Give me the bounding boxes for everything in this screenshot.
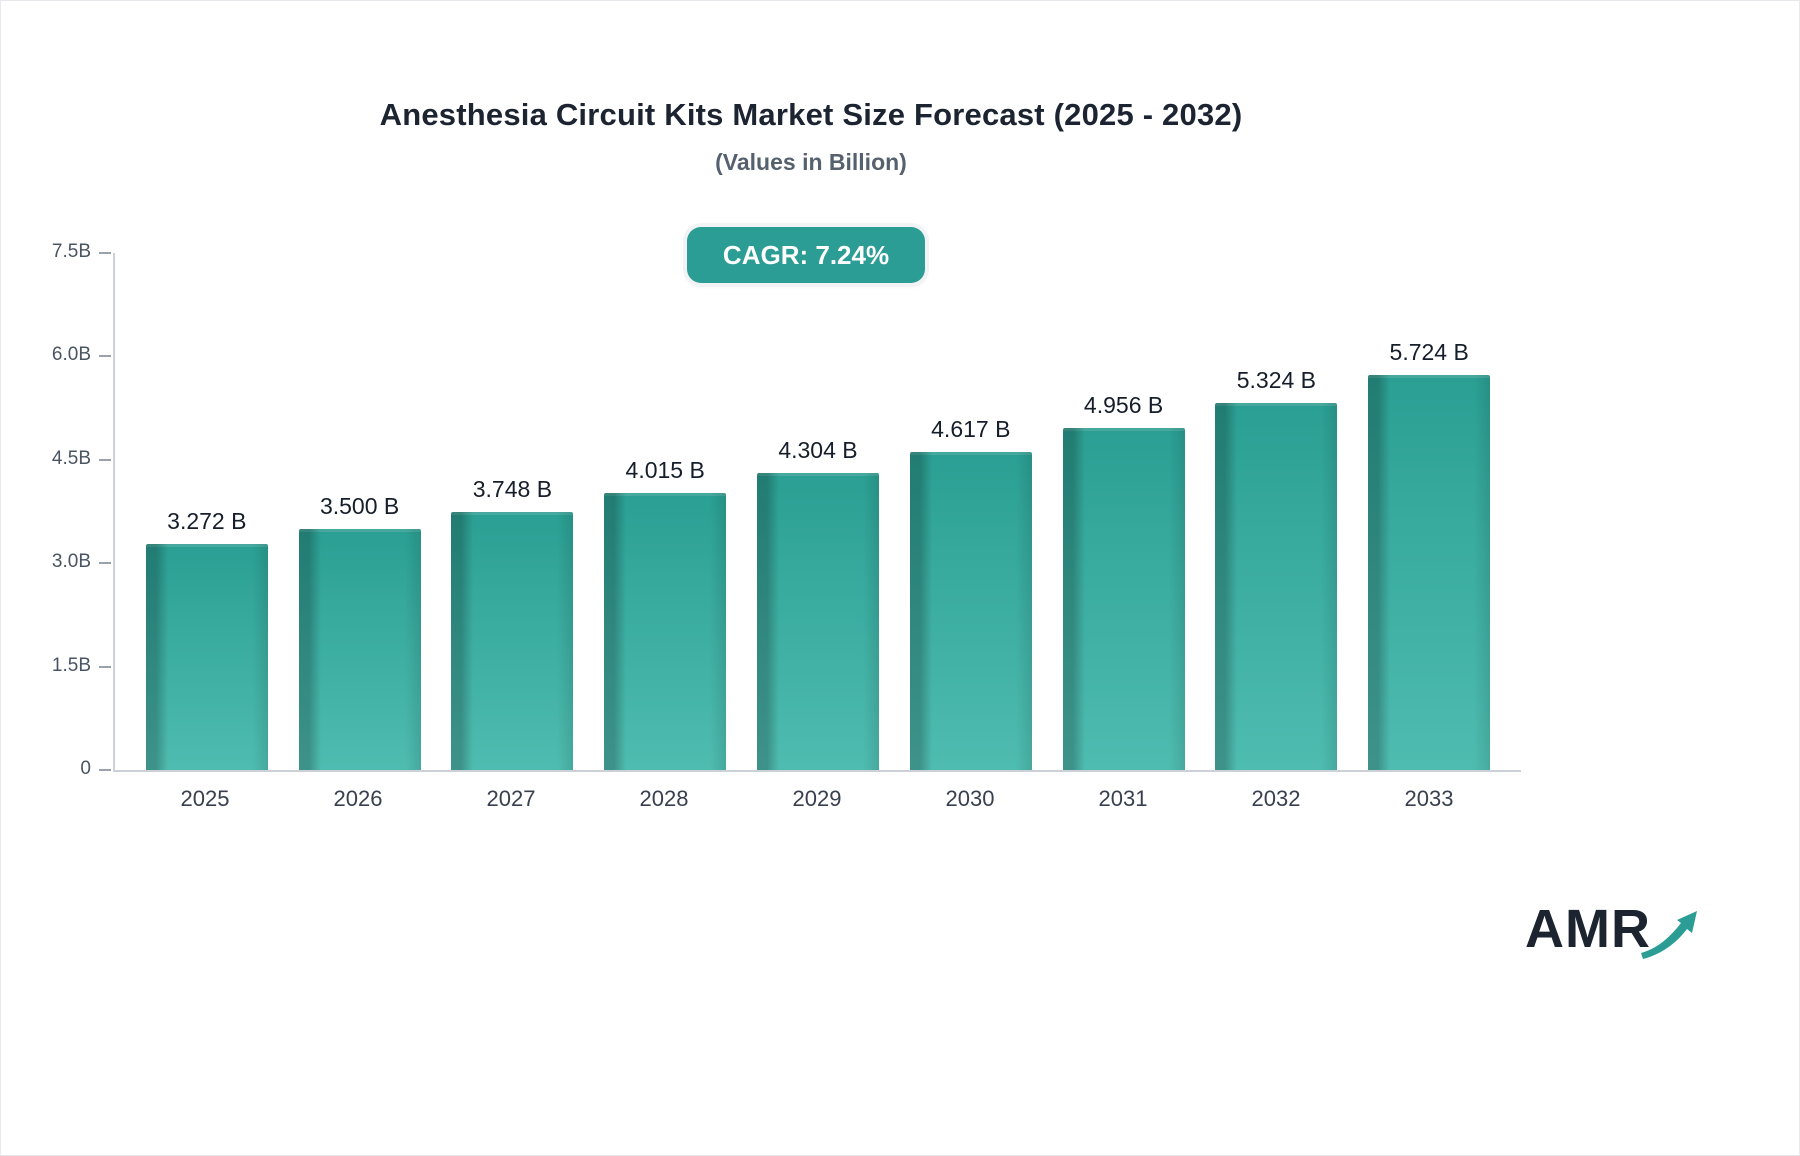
bar-value-label: 4.304 B <box>778 437 858 464</box>
x-tick-label: 2027 <box>486 786 536 811</box>
plot-area: 3.272 B 3.500 B 3.748 B 4.015 B 4.304 B 4.617… <box>52 241 1521 779</box>
bar-2028: 4.015 B <box>604 457 727 770</box>
bar-slot: 3.500 B <box>298 253 421 770</box>
bar-slot: 4.304 B <box>756 253 879 770</box>
bar-slot: 3.748 B <box>451 253 574 770</box>
x-tick-label: 2028 <box>639 786 689 811</box>
x-tick-label: 2029 <box>792 786 842 811</box>
y-tick-label: 1.5B <box>51 654 91 676</box>
growth-arrow-icon <box>1641 911 1697 959</box>
y-tick-label: 3.0B <box>51 551 91 573</box>
bar-slot: 5.324 B <box>1215 253 1338 770</box>
y-tick-mark <box>99 252 111 254</box>
bar-2027: 3.748 B <box>451 476 574 770</box>
bar-2033: 5.724 B <box>1368 339 1491 770</box>
cagr-badge: CAGR: 7.24% <box>687 227 925 283</box>
y-tick-label: 6.0B <box>51 344 91 366</box>
bar-slot: 4.617 B <box>909 253 1032 770</box>
bar-value-label: 3.272 B <box>167 508 247 535</box>
bar-2030: 4.617 B <box>909 416 1032 770</box>
bar-slot: 3.272 B <box>145 253 268 770</box>
chart-title: Anesthesia Circuit Kits Market Size Fore… <box>379 97 1243 132</box>
bar-slot: 5.724 B <box>1368 253 1491 770</box>
bar-2026: 3.500 B <box>298 493 421 770</box>
bar-value-label: 4.617 B <box>931 415 1011 442</box>
amr-logo: AMR <box>1525 897 1701 961</box>
bar-slot: 4.015 B <box>604 253 727 770</box>
bar-2025: 3.272 B <box>145 508 268 770</box>
y-tick-label: 7.5B <box>51 241 91 262</box>
y-tick-mark <box>99 769 111 771</box>
bar-value-label: 3.748 B <box>472 475 553 502</box>
x-tick-label: 2030 <box>945 786 995 811</box>
bar-value-label: 4.015 B <box>625 457 705 484</box>
y-tick-label: 0 <box>80 758 91 779</box>
amr-logo-text: AMR <box>1525 899 1651 959</box>
bar-value-label: 3.500 B <box>319 492 400 519</box>
x-tick-label: 2025 <box>180 786 230 811</box>
y-tick-mark <box>99 458 111 461</box>
x-tick-label: 2032 <box>1251 786 1301 811</box>
bar-2029: 4.304 B <box>756 437 879 770</box>
x-axis-labels: 2025 2026 2027 2028 2029 2030 2031 2032 2033 <box>113 786 1521 812</box>
y-tick-label: 4.5B <box>51 447 91 469</box>
bars-container: 3.272 B 3.500 B 3.748 B 4.015 B 4.304 B 4.617… <box>115 253 1521 770</box>
x-tick-label: 2033 <box>1404 786 1454 811</box>
bar-2032: 5.324 B <box>1215 367 1338 770</box>
y-tick-mark <box>99 665 111 668</box>
chart-subtitle: (Values in Billion) <box>715 149 907 175</box>
bar-value-label: 5.724 B <box>1389 339 1469 366</box>
bar-2031: 4.956 B <box>1062 392 1185 770</box>
bar-value-label: 5.324 B <box>1236 367 1317 393</box>
y-tick-mark <box>99 355 111 358</box>
y-tick-mark <box>99 562 111 565</box>
x-tick-label: 2031 <box>1098 786 1148 811</box>
bar-slot: 4.956 B <box>1062 253 1185 770</box>
bar-value-label: 4.956 B <box>1083 392 1164 419</box>
x-tick-label: 2026 <box>333 786 383 811</box>
